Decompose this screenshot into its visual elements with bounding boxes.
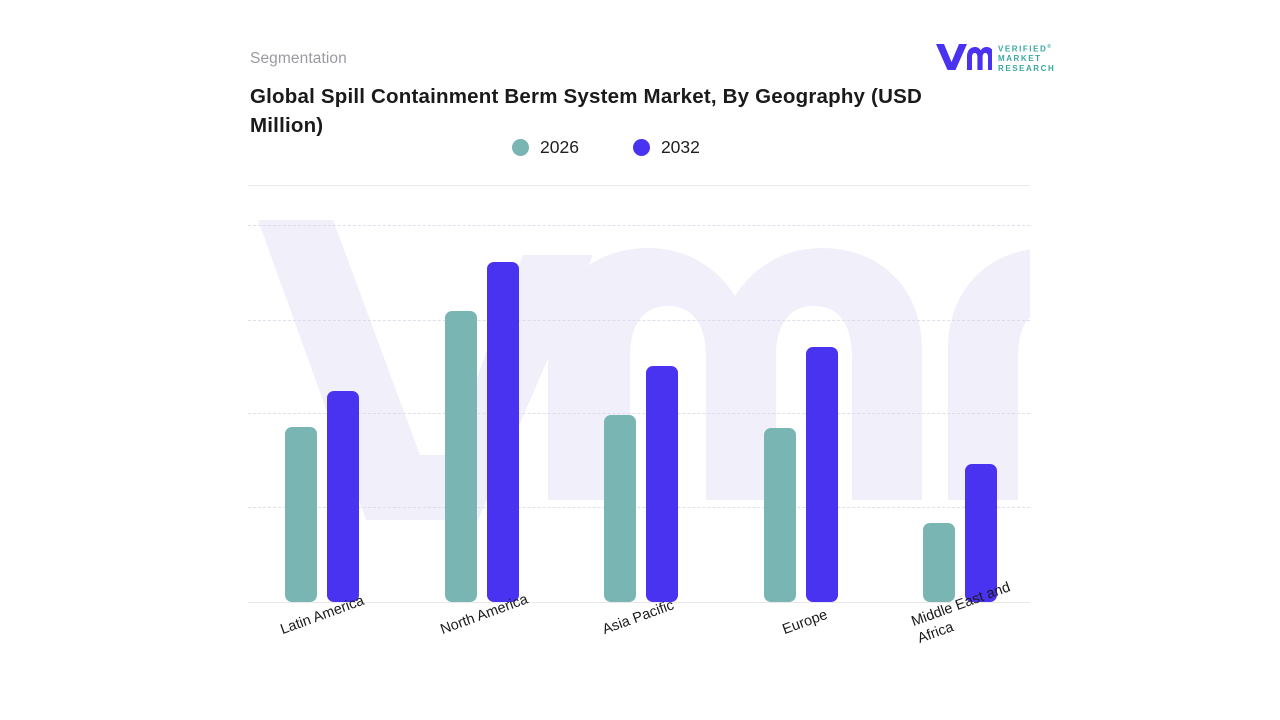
legend-dot-icon-2032 [632, 139, 650, 156]
legend-item-2026[interactable]: 2026 [512, 137, 579, 158]
legend-dot-icon-2026 [512, 139, 529, 156]
gridline [248, 320, 1030, 321]
registered-mark-icon: ® [1047, 44, 1051, 50]
logo-line-3: RESEARCH [998, 63, 1056, 73]
gridline [248, 413, 1030, 414]
bar-north-america-2032[interactable] [486, 261, 519, 602]
bar-europe-2032[interactable] [805, 347, 838, 602]
legend-label-2026: 2026 [540, 137, 579, 157]
header-divider [248, 185, 1030, 186]
x-axis-labels: Latin America North America Asia Pacific Eu… [248, 579, 1038, 708]
bar-north-america-2026[interactable] [444, 310, 477, 602]
bar-europe-2026[interactable] [763, 428, 796, 602]
x-axis-label-europe: Europe [780, 606, 830, 638]
bar-latin-america-2032[interactable] [327, 390, 359, 602]
vmr-watermark-icon [258, 220, 1030, 520]
x-axis-line [248, 602, 1030, 603]
plot-area [248, 190, 1030, 603]
logo-wordmark: VERIFIED® MARKET RESEARCH [998, 43, 1055, 73]
legend-item-2032[interactable]: 2032 [632, 137, 700, 158]
bar-asia-pacific-2032[interactable] [646, 366, 678, 602]
legend-label-2032: 2032 [660, 137, 700, 157]
bar-middle-east-and-africa-2032[interactable] [965, 463, 997, 602]
bar-asia-pacific-2026[interactable] [604, 414, 636, 602]
chart-legend: 2026 2032 [512, 137, 700, 158]
logo-line-2: MARKET [998, 54, 1042, 64]
logo-line-1: VERIFIED® [998, 44, 1051, 54]
bar-latin-america-2026[interactable] [285, 427, 317, 602]
page-title: Global Spill Containment Berm System Mar… [250, 85, 922, 137]
segmentation-label: Segmentation [250, 50, 347, 67]
bar-middle-east-and-africa-2026[interactable] [923, 523, 955, 602]
brand-logo: VERIFIED® MARKET RESEARCH [934, 40, 1064, 76]
gridline [248, 225, 1030, 226]
gridline [248, 507, 1030, 508]
vm-monogram-icon [936, 44, 992, 70]
